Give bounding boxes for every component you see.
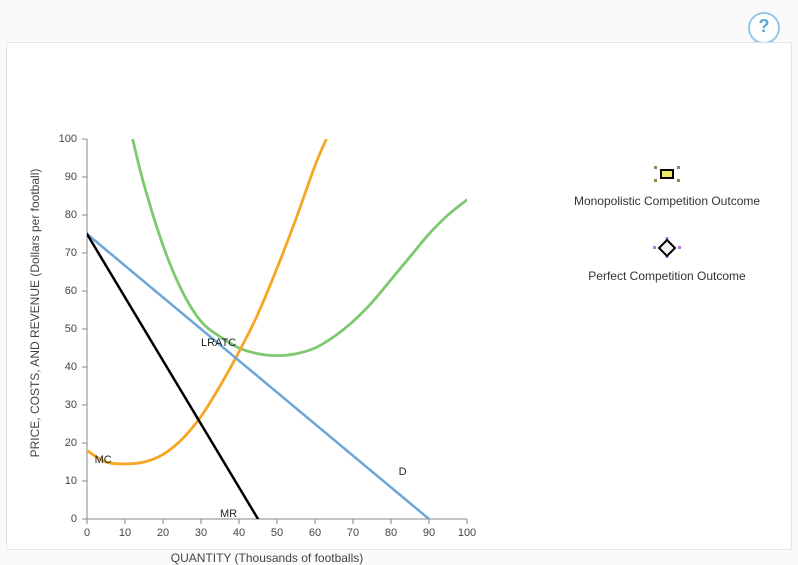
curve-label-d: D (399, 466, 407, 478)
x-tick: 40 (233, 527, 245, 539)
y-tick: 10 (65, 475, 77, 487)
content-panel: PRICE, COSTS, AND REVENUE (Dollars per f… (6, 42, 792, 550)
legend-monopolistic[interactable]: Monopolistic Competition Outcome (557, 163, 777, 208)
page-root: ? PRICE, COSTS, AND REVENUE (Dollars per… (0, 0, 798, 556)
y-axis-label: PRICE, COSTS, AND REVENUE (Dollars per f… (28, 169, 42, 458)
x-tick: 20 (157, 527, 169, 539)
x-tick: 80 (385, 527, 397, 539)
y-tick: 50 (65, 323, 77, 335)
curve-mr (87, 234, 258, 519)
x-axis-label: QUANTITY (Thousands of footballs) (171, 551, 364, 565)
help-button[interactable]: ? (748, 12, 780, 44)
x-tick: 100 (458, 527, 476, 539)
legend-perfect-label: Perfect Competition Outcome (557, 269, 777, 283)
x-tick: 50 (271, 527, 283, 539)
legend-monopolistic-label: Monopolistic Competition Outcome (557, 194, 777, 208)
curve-label-mr: MR (220, 508, 237, 520)
square-marker-icon (649, 163, 685, 188)
x-tick: 70 (347, 527, 359, 539)
diamond-marker-icon (649, 236, 685, 263)
curve-label-mc: MC (95, 454, 112, 466)
x-tick: 0 (84, 527, 90, 539)
curve-lratc (133, 139, 467, 356)
x-tick: 10 (119, 527, 131, 539)
x-tick: 30 (195, 527, 207, 539)
legend: Monopolistic Competition Outcome Perfect… (557, 163, 777, 311)
x-tick: 60 (309, 527, 321, 539)
y-tick: 20 (65, 437, 77, 449)
curve-mc (87, 139, 326, 464)
y-tick: 100 (59, 133, 77, 145)
y-tick: 0 (71, 513, 77, 525)
y-tick: 40 (65, 361, 77, 373)
plot-area (87, 139, 467, 519)
y-tick: 70 (65, 247, 77, 259)
legend-perfect[interactable]: Perfect Competition Outcome (557, 236, 777, 283)
curve-label-lratc: LRATC (201, 337, 236, 349)
y-tick: 60 (65, 285, 77, 297)
plot-svg (81, 137, 469, 527)
x-tick: 90 (423, 527, 435, 539)
y-tick: 90 (65, 171, 77, 183)
curve-d (87, 234, 467, 527)
y-tick: 80 (65, 209, 77, 221)
y-tick: 30 (65, 399, 77, 411)
